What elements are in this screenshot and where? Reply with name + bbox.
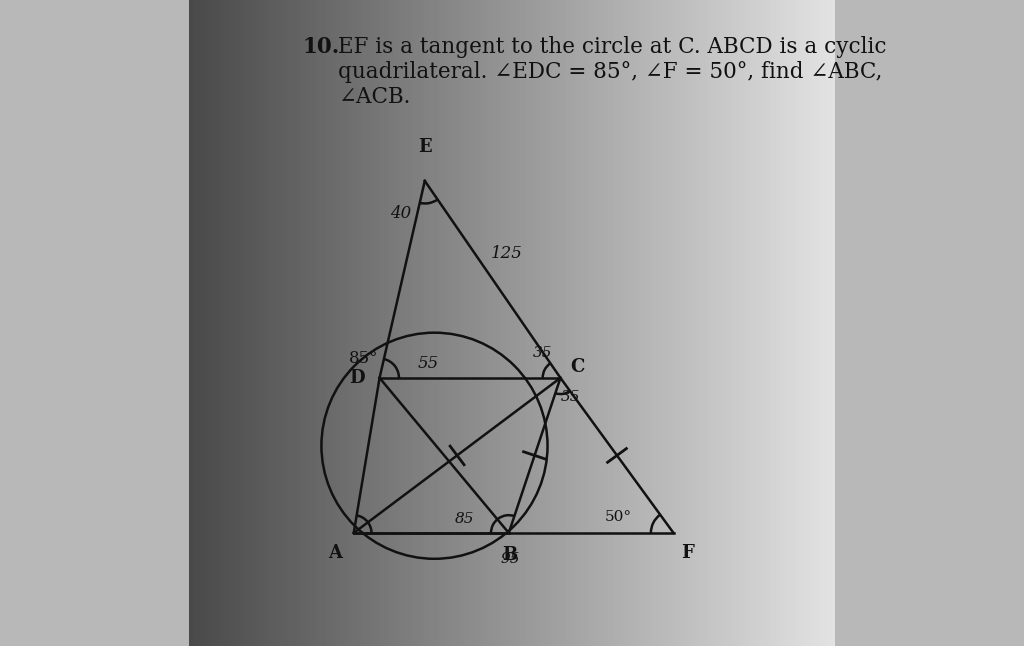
Text: 85: 85 <box>455 512 474 526</box>
Text: 55: 55 <box>418 355 438 372</box>
Text: C: C <box>570 358 585 376</box>
Text: EF is a tangent to the circle at C. ABCD is a cyclic
quadrilateral. ∠EDC = 85°, : EF is a tangent to the circle at C. ABCD… <box>338 36 886 109</box>
Text: D: D <box>349 369 365 387</box>
Text: B: B <box>503 546 518 564</box>
Text: F: F <box>681 544 694 562</box>
Text: E: E <box>418 138 431 156</box>
Text: 10.: 10. <box>302 36 339 57</box>
Text: 85°: 85° <box>348 350 378 367</box>
Text: A: A <box>328 544 342 562</box>
Text: 35: 35 <box>560 390 580 404</box>
Text: 125: 125 <box>490 245 523 262</box>
Text: 40: 40 <box>390 205 412 222</box>
Text: 35: 35 <box>534 346 553 360</box>
Text: 50°: 50° <box>605 510 632 524</box>
Text: 95: 95 <box>501 552 520 566</box>
